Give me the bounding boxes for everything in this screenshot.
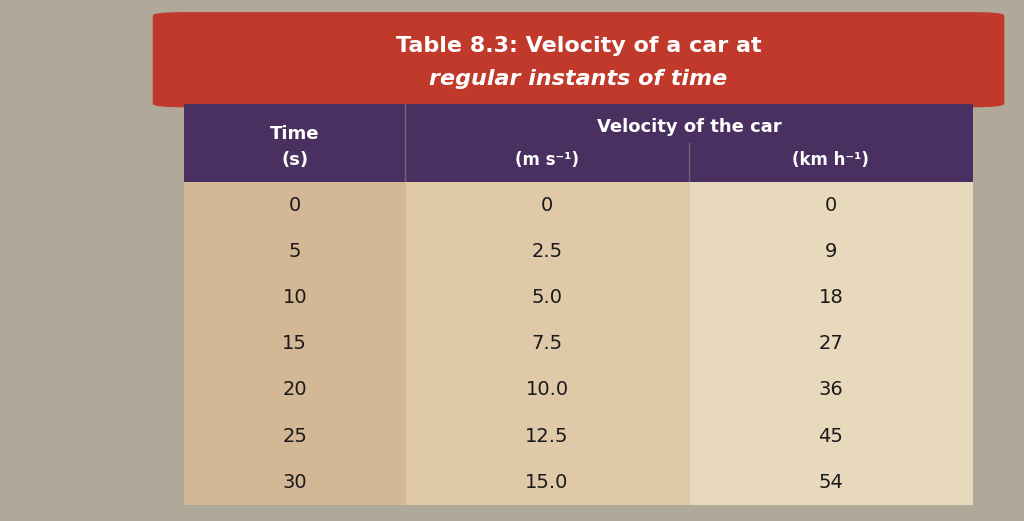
Bar <box>689 413 973 459</box>
Text: 15: 15 <box>283 334 307 353</box>
Text: 45: 45 <box>818 427 844 445</box>
Text: Velocity of the car: Velocity of the car <box>597 118 781 137</box>
Text: (s): (s) <box>282 151 308 169</box>
Bar <box>689 275 973 320</box>
Text: 27: 27 <box>818 334 843 353</box>
Bar <box>406 367 689 413</box>
Bar <box>184 275 406 320</box>
Bar <box>689 320 973 367</box>
Bar <box>406 413 689 459</box>
Text: 0: 0 <box>541 196 553 215</box>
Text: 12.5: 12.5 <box>525 427 568 445</box>
Text: 0: 0 <box>289 196 301 215</box>
Text: 18: 18 <box>818 288 843 307</box>
Bar <box>406 275 689 320</box>
Text: 54: 54 <box>818 473 844 492</box>
Text: 5: 5 <box>289 242 301 261</box>
Bar <box>689 459 973 505</box>
Bar <box>689 367 973 413</box>
Text: 0: 0 <box>824 196 837 215</box>
Text: 10.0: 10.0 <box>525 380 568 400</box>
Bar <box>184 182 406 228</box>
Text: (m s⁻¹): (m s⁻¹) <box>515 151 579 169</box>
Bar <box>406 459 689 505</box>
Text: 15.0: 15.0 <box>525 473 568 492</box>
Bar <box>689 182 973 228</box>
Text: (km h⁻¹): (km h⁻¹) <box>793 151 869 169</box>
Bar <box>406 320 689 367</box>
Text: 9: 9 <box>824 242 837 261</box>
Text: regular instants of time: regular instants of time <box>429 69 728 89</box>
Text: 36: 36 <box>818 380 843 400</box>
FancyBboxPatch shape <box>153 12 1005 107</box>
Text: 10: 10 <box>283 288 307 307</box>
Text: 30: 30 <box>283 473 307 492</box>
Bar <box>184 413 406 459</box>
Bar <box>406 182 689 228</box>
Bar <box>689 228 973 275</box>
Bar <box>184 228 406 275</box>
Text: 5.0: 5.0 <box>531 288 562 307</box>
Text: 2.5: 2.5 <box>531 242 562 261</box>
Text: 20: 20 <box>283 380 307 400</box>
Bar <box>184 320 406 367</box>
Text: 7.5: 7.5 <box>531 334 562 353</box>
Text: 25: 25 <box>283 427 307 445</box>
Text: Time: Time <box>270 125 319 143</box>
Bar <box>184 459 406 505</box>
Bar <box>406 228 689 275</box>
Bar <box>184 367 406 413</box>
Text: Table 8.3: Velocity of a car at: Table 8.3: Velocity of a car at <box>395 36 762 56</box>
